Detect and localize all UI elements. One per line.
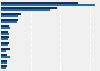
Bar	[1, 56, 10, 58]
Bar	[1, 38, 8, 40]
Bar	[1, 67, 6, 69]
Bar	[1, 27, 10, 29]
Bar	[1, 62, 7, 64]
Bar	[1, 65, 7, 67]
Bar	[1, 4, 95, 6]
Bar	[1, 9, 50, 11]
Bar	[1, 13, 21, 15]
Bar	[1, 42, 9, 44]
Bar	[1, 33, 9, 35]
Bar	[1, 21, 17, 23]
Bar	[1, 44, 8, 46]
Bar	[1, 19, 18, 21]
Bar	[1, 50, 6, 52]
Bar	[1, 54, 7, 56]
Bar	[1, 15, 18, 17]
Bar	[1, 31, 8, 33]
Bar	[1, 7, 57, 9]
Bar	[1, 2, 78, 4]
Bar	[1, 36, 9, 38]
Bar	[1, 25, 9, 27]
Bar	[1, 60, 7, 62]
Bar	[1, 48, 10, 50]
